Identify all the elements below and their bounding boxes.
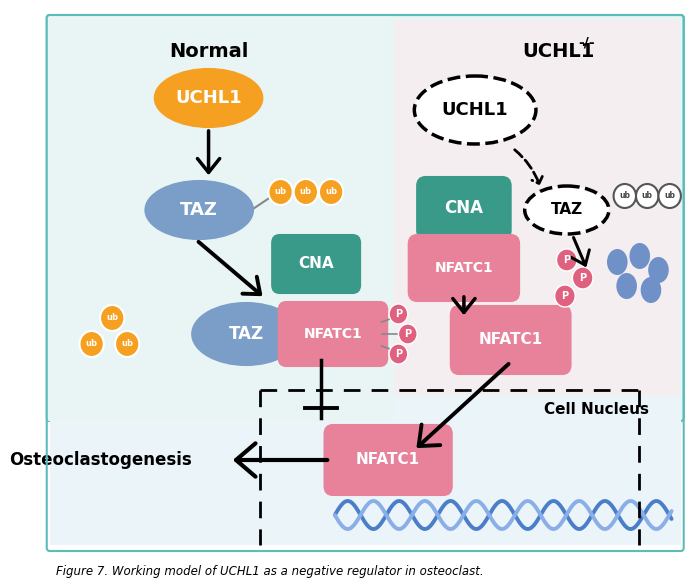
Ellipse shape bbox=[616, 273, 637, 299]
Circle shape bbox=[389, 344, 408, 364]
Text: UCHL1: UCHL1 bbox=[176, 89, 242, 107]
Text: Figure 7. Working model of UCHL1 as a negative regulator in osteoclast.: Figure 7. Working model of UCHL1 as a ne… bbox=[56, 565, 484, 579]
FancyBboxPatch shape bbox=[380, 20, 679, 400]
Text: ub: ub bbox=[275, 187, 287, 196]
Text: P: P bbox=[395, 349, 402, 359]
Ellipse shape bbox=[648, 257, 669, 283]
FancyBboxPatch shape bbox=[46, 15, 684, 421]
Circle shape bbox=[319, 179, 344, 205]
Circle shape bbox=[269, 179, 293, 205]
Text: P: P bbox=[404, 329, 412, 339]
FancyBboxPatch shape bbox=[409, 235, 519, 301]
Text: ub: ub bbox=[642, 192, 653, 200]
Text: ub: ub bbox=[106, 314, 118, 322]
FancyBboxPatch shape bbox=[49, 395, 681, 545]
Text: NFATC1: NFATC1 bbox=[356, 453, 420, 468]
FancyBboxPatch shape bbox=[272, 235, 360, 293]
Ellipse shape bbox=[155, 69, 262, 127]
Text: UCHL1: UCHL1 bbox=[442, 101, 509, 119]
Text: NFATC1: NFATC1 bbox=[303, 327, 362, 341]
Text: UCHL1: UCHL1 bbox=[522, 42, 594, 61]
Text: NFATC1: NFATC1 bbox=[479, 332, 543, 347]
Text: P: P bbox=[564, 255, 570, 265]
Text: P: P bbox=[561, 291, 568, 301]
Circle shape bbox=[573, 267, 593, 289]
FancyBboxPatch shape bbox=[437, 222, 491, 250]
Text: CNA: CNA bbox=[444, 199, 484, 217]
FancyBboxPatch shape bbox=[451, 306, 570, 374]
Text: TAZ: TAZ bbox=[228, 325, 264, 343]
Text: Normal: Normal bbox=[169, 42, 248, 61]
Circle shape bbox=[389, 304, 408, 324]
Text: ub: ub bbox=[664, 192, 675, 200]
Circle shape bbox=[294, 179, 318, 205]
Ellipse shape bbox=[641, 277, 661, 303]
FancyBboxPatch shape bbox=[46, 15, 393, 421]
Circle shape bbox=[80, 331, 104, 357]
Circle shape bbox=[659, 184, 681, 208]
Text: Osteoclastogenesis: Osteoclastogenesis bbox=[10, 451, 192, 469]
Circle shape bbox=[613, 184, 636, 208]
Ellipse shape bbox=[629, 243, 650, 269]
Circle shape bbox=[636, 184, 659, 208]
Text: Cell Nucleus: Cell Nucleus bbox=[544, 402, 649, 417]
Circle shape bbox=[115, 331, 139, 357]
Circle shape bbox=[398, 324, 417, 344]
Ellipse shape bbox=[525, 186, 609, 234]
Circle shape bbox=[100, 305, 124, 331]
Ellipse shape bbox=[192, 303, 300, 365]
Text: CNA: CNA bbox=[298, 256, 334, 272]
Text: P: P bbox=[579, 273, 586, 283]
Text: -/-: -/- bbox=[578, 35, 595, 49]
Text: ub: ub bbox=[325, 187, 337, 196]
Text: ub: ub bbox=[619, 192, 630, 200]
Ellipse shape bbox=[414, 76, 536, 144]
Ellipse shape bbox=[146, 181, 253, 239]
Text: TAZ: TAZ bbox=[180, 201, 218, 219]
Ellipse shape bbox=[607, 249, 627, 275]
Text: NFATC1: NFATC1 bbox=[434, 261, 493, 275]
FancyBboxPatch shape bbox=[417, 177, 511, 239]
Circle shape bbox=[555, 285, 575, 307]
Circle shape bbox=[557, 249, 577, 271]
FancyBboxPatch shape bbox=[279, 302, 387, 366]
FancyBboxPatch shape bbox=[325, 425, 452, 495]
Text: ub: ub bbox=[121, 339, 133, 349]
Text: ub: ub bbox=[300, 187, 312, 196]
Text: P: P bbox=[395, 309, 402, 319]
Text: ub: ub bbox=[85, 339, 98, 349]
Text: TAZ: TAZ bbox=[551, 203, 583, 217]
